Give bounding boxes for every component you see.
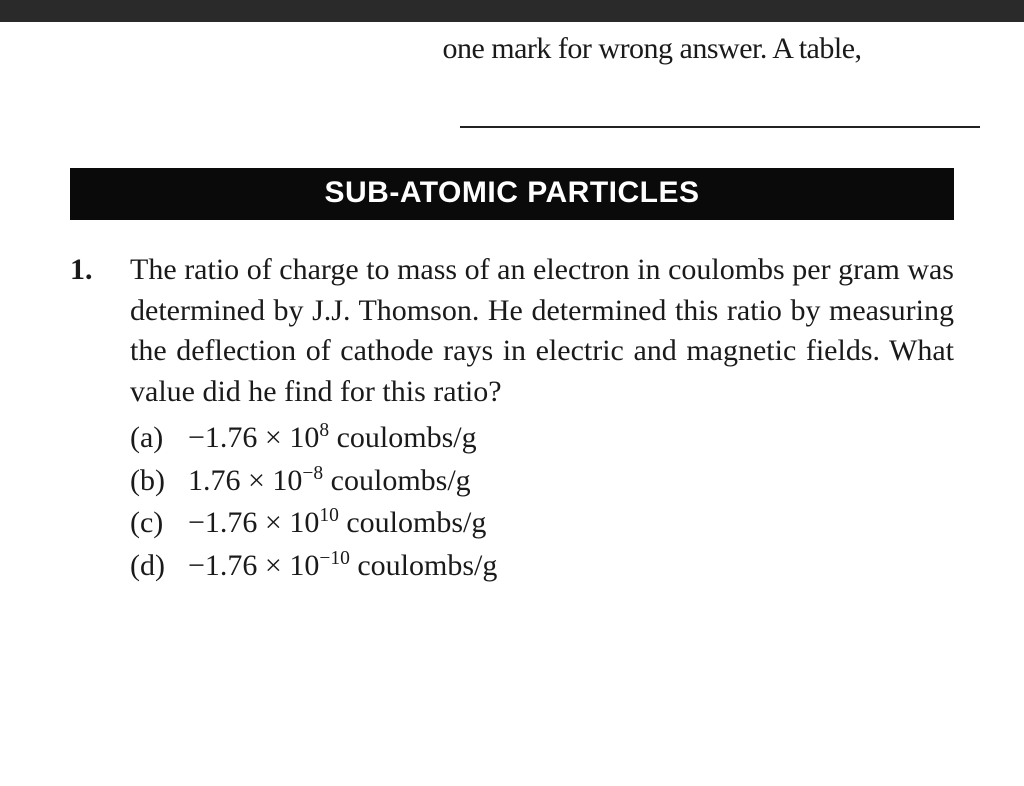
- option-exponent: −8: [302, 463, 323, 484]
- option-suffix: coulombs/g: [339, 506, 487, 539]
- option-exponent: 8: [319, 420, 329, 441]
- option-suffix: coulombs/g: [329, 421, 477, 454]
- option-label: (b): [130, 461, 188, 502]
- option-exponent: 10: [319, 505, 339, 526]
- option-prefix: −1.76 × 10: [188, 421, 319, 454]
- divider-line: [460, 126, 980, 128]
- option-b: (b) 1.76 × 10−8 coulombs/g: [130, 461, 954, 502]
- option-suffix: coulombs/g: [323, 464, 471, 497]
- window-top-bar: [0, 0, 1024, 22]
- option-label: (c): [130, 503, 188, 544]
- option-text: −1.76 × 108 coulombs/g: [188, 418, 954, 459]
- option-suffix: coulombs/g: [350, 549, 498, 582]
- option-c: (c) −1.76 × 1010 coulombs/g: [130, 503, 954, 544]
- header-fragment-text: one mark for wrong answer. A table,: [40, 32, 984, 66]
- options-list: (a) −1.76 × 108 coulombs/g (b) 1.76 × 10…: [130, 418, 954, 586]
- option-label: (a): [130, 418, 188, 459]
- question-number: 1.: [70, 250, 130, 588]
- option-label: (d): [130, 546, 188, 587]
- option-prefix: 1.76 × 10: [188, 464, 302, 497]
- section-title-banner: SUB-ATOMIC PARTICLES: [70, 168, 954, 220]
- option-text: −1.76 × 10−10 coulombs/g: [188, 546, 954, 587]
- option-text: 1.76 × 10−8 coulombs/g: [188, 461, 954, 502]
- option-prefix: −1.76 × 10: [188, 549, 319, 582]
- question-block: 1. The ratio of charge to mass of an ele…: [70, 250, 954, 588]
- option-d: (d) −1.76 × 10−10 coulombs/g: [130, 546, 954, 587]
- option-prefix: −1.76 × 10: [188, 506, 319, 539]
- page-content: one mark for wrong answer. A table, SUB-…: [0, 32, 1024, 588]
- option-a: (a) −1.76 × 108 coulombs/g: [130, 418, 954, 459]
- option-exponent: −10: [319, 548, 350, 569]
- question-body: The ratio of charge to mass of an electr…: [130, 250, 954, 588]
- option-text: −1.76 × 1010 coulombs/g: [188, 503, 954, 544]
- question-stem: The ratio of charge to mass of an electr…: [130, 250, 954, 412]
